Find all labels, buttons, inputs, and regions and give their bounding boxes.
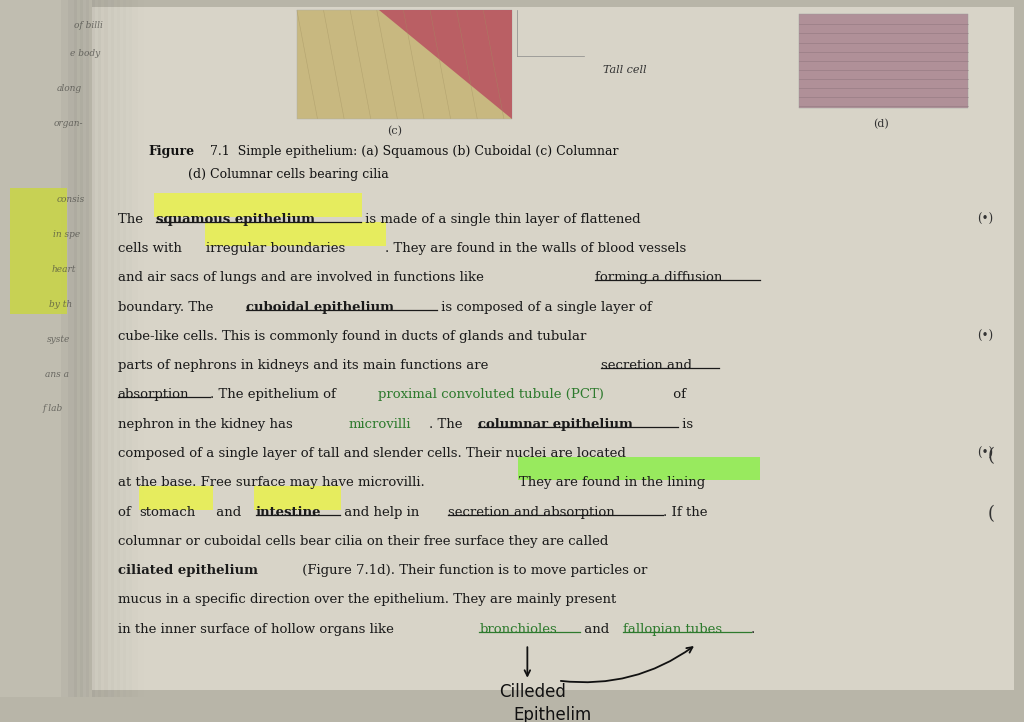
Text: columnar epithelium: columnar epithelium — [478, 418, 633, 431]
Text: (Figure 7.1d). Their function is to move particles or: (Figure 7.1d). Their function is to move… — [298, 564, 648, 577]
FancyBboxPatch shape — [0, 0, 92, 697]
Text: along: along — [56, 84, 82, 92]
Text: f lab: f lab — [43, 404, 63, 414]
Text: parts of nephrons in kidneys and its main functions are: parts of nephrons in kidneys and its mai… — [118, 359, 493, 372]
Text: fallopian tubes: fallopian tubes — [623, 622, 722, 635]
Text: forming a diffusion: forming a diffusion — [595, 271, 723, 284]
Text: is: is — [678, 418, 693, 431]
Text: (d): (d) — [872, 118, 889, 129]
Text: . The epithelium of: . The epithelium of — [210, 388, 340, 401]
Text: microvilli: microvilli — [349, 418, 412, 431]
Text: in spe: in spe — [53, 230, 81, 239]
Text: (: ( — [988, 447, 994, 465]
Text: at the base. Free surface may have microvilli.: at the base. Free surface may have micro… — [118, 477, 429, 490]
Text: syste: syste — [47, 335, 71, 344]
Text: irregular boundaries: irregular boundaries — [206, 242, 345, 255]
Text: The: The — [118, 213, 147, 226]
Text: and help in: and help in — [340, 505, 424, 518]
Text: of billi: of billi — [74, 21, 102, 30]
Text: cells with: cells with — [118, 242, 186, 255]
FancyBboxPatch shape — [61, 0, 77, 697]
Text: intestine: intestine — [256, 505, 321, 518]
Text: nephron in the kidney has: nephron in the kidney has — [118, 418, 297, 431]
Text: e body: e body — [70, 49, 100, 58]
Text: Tall cell: Tall cell — [603, 65, 646, 75]
Text: (: ( — [988, 505, 994, 523]
Text: consis: consis — [56, 195, 85, 204]
Text: Epithelim: Epithelim — [514, 705, 592, 722]
Text: and air sacs of lungs and are involved in functions like: and air sacs of lungs and are involved i… — [118, 271, 487, 284]
Bar — [518, 457, 761, 480]
Text: stomach: stomach — [139, 505, 196, 518]
Text: . If the: . If the — [663, 505, 708, 518]
Text: is composed of a single layer of: is composed of a single layer of — [437, 300, 652, 313]
Text: (d) Columnar cells bearing cilia: (d) Columnar cells bearing cilia — [148, 168, 389, 181]
Text: Figure: Figure — [148, 145, 195, 158]
Text: organ-: organ- — [53, 118, 83, 128]
Text: mucus in a specific direction over the epithelium. They are mainly present: mucus in a specific direction over the e… — [118, 593, 616, 606]
Text: .: . — [751, 622, 755, 635]
Text: ans a: ans a — [45, 370, 69, 378]
Text: cube-like cells. This is commonly found in ducts of glands and tubular: cube-like cells. This is commonly found … — [118, 330, 586, 343]
Text: 7.1  Simple epithelium: (a) Squamous (b) Cuboidal (c) Columnar: 7.1 Simple epithelium: (a) Squamous (b) … — [210, 145, 618, 158]
Text: and: and — [212, 505, 246, 518]
Text: squamous epithelium: squamous epithelium — [156, 213, 314, 226]
Text: . They are found in the walls of blood vessels: . They are found in the walls of blood v… — [385, 242, 686, 255]
Text: proximal convoluted tubule (PCT): proximal convoluted tubule (PCT) — [378, 388, 604, 401]
Text: boundary. The: boundary. The — [118, 300, 217, 313]
FancyBboxPatch shape — [297, 10, 512, 118]
Text: cuboidal epithelium: cuboidal epithelium — [247, 300, 394, 313]
Text: ciliated epithelium: ciliated epithelium — [118, 564, 258, 577]
Text: absorption: absorption — [118, 388, 189, 401]
Text: composed of a single layer of tall and slender cells. Their nuclei are located: composed of a single layer of tall and s… — [118, 447, 626, 460]
Bar — [205, 222, 386, 246]
FancyBboxPatch shape — [74, 0, 89, 697]
Bar — [255, 486, 341, 510]
Text: by th: by th — [49, 300, 73, 309]
FancyBboxPatch shape — [61, 7, 1014, 690]
Text: and: and — [580, 622, 613, 635]
FancyBboxPatch shape — [799, 14, 968, 108]
Polygon shape — [379, 10, 512, 118]
Text: (•): (•) — [977, 213, 993, 226]
Bar — [138, 486, 213, 510]
Text: (•): (•) — [977, 447, 993, 460]
Text: in the inner surface of hollow organs like: in the inner surface of hollow organs li… — [118, 622, 398, 635]
Text: (c): (c) — [387, 126, 401, 136]
Text: They are found in the lining: They are found in the lining — [519, 477, 706, 490]
FancyBboxPatch shape — [68, 0, 83, 697]
Text: bronchioles: bronchioles — [479, 622, 557, 635]
Text: columnar or cuboidal cells bear cilia on their free surface they are called: columnar or cuboidal cells bear cilia on… — [118, 535, 608, 548]
Text: . The: . The — [429, 418, 467, 431]
Text: heart: heart — [51, 265, 76, 274]
Text: secretion and: secretion and — [601, 359, 692, 372]
Text: secretion and absorption: secretion and absorption — [447, 505, 614, 518]
Text: of: of — [670, 388, 686, 401]
Text: (•): (•) — [977, 330, 993, 343]
Text: of: of — [118, 505, 135, 518]
Text: Cilleded: Cilleded — [499, 683, 566, 700]
Bar — [155, 193, 361, 217]
Bar — [10, 188, 67, 314]
Text: is made of a single thin layer of flattened: is made of a single thin layer of flatte… — [360, 213, 640, 226]
